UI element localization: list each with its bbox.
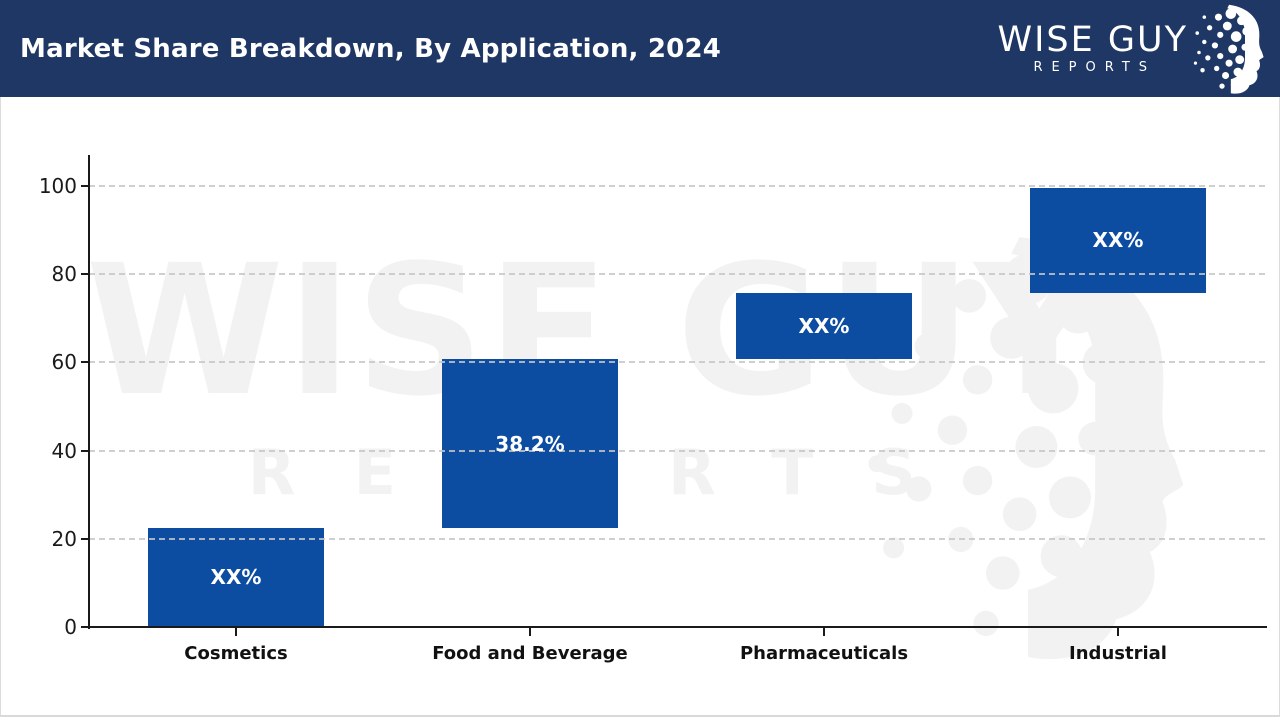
dotted-head-logo-icon [1193, 4, 1264, 94]
y-tick [81, 537, 89, 540]
x-axis-line [84, 626, 1267, 628]
category-label: Pharmaceuticals [739, 643, 909, 664]
y-tick-label: 100 [38, 174, 77, 198]
y-axis-line [88, 155, 90, 629]
y-tick [81, 273, 89, 276]
wise-guy-logo: WISE GUY REPORTS [997, 3, 1280, 95]
bar-value-label: XX% [1092, 228, 1144, 253]
bottom-border-rule [0, 715, 1280, 717]
gridline-20 [89, 537, 1265, 540]
logo-subtitle: REPORTS [1033, 59, 1157, 75]
y-tick-label: 0 [64, 615, 77, 639]
y-tick-label: 60 [51, 350, 77, 375]
logo-wordmark: WISE GUY [997, 20, 1188, 61]
bar-value-label: XX% [798, 314, 850, 339]
y-tick-label: 40 [51, 438, 77, 463]
category-label: Food and Beverage [432, 643, 628, 664]
gridline-80 [89, 273, 1265, 276]
x-tick [1117, 628, 1119, 636]
bar-value-label: XX% [210, 565, 262, 590]
bar-cosmetics [148, 527, 324, 627]
chart-title: Market Share Breakdown, By Application, … [20, 33, 722, 64]
x-tick [823, 628, 825, 636]
bar-food-and-beverage [442, 359, 618, 528]
header-band: Market Share Breakdown, By Application, … [0, 0, 1280, 97]
y-tick [81, 185, 89, 187]
y-tick-label: 20 [51, 526, 77, 551]
y-tick [81, 361, 89, 364]
logo-text: WISE GUY REPORTS [997, 22, 1188, 75]
gridline-60 [89, 361, 1265, 364]
bar-pharmaceuticals [736, 292, 912, 360]
category-label: Industrial [1069, 643, 1167, 664]
x-tick [529, 628, 531, 636]
y-tick [81, 449, 89, 452]
bar-value-label: 38.2% [495, 431, 565, 456]
category-label: Cosmetics [184, 643, 288, 664]
gridline-100 [89, 185, 1265, 187]
gridline-40 [89, 449, 1265, 452]
x-tick [235, 628, 237, 636]
y-tick-label: 80 [51, 262, 77, 287]
